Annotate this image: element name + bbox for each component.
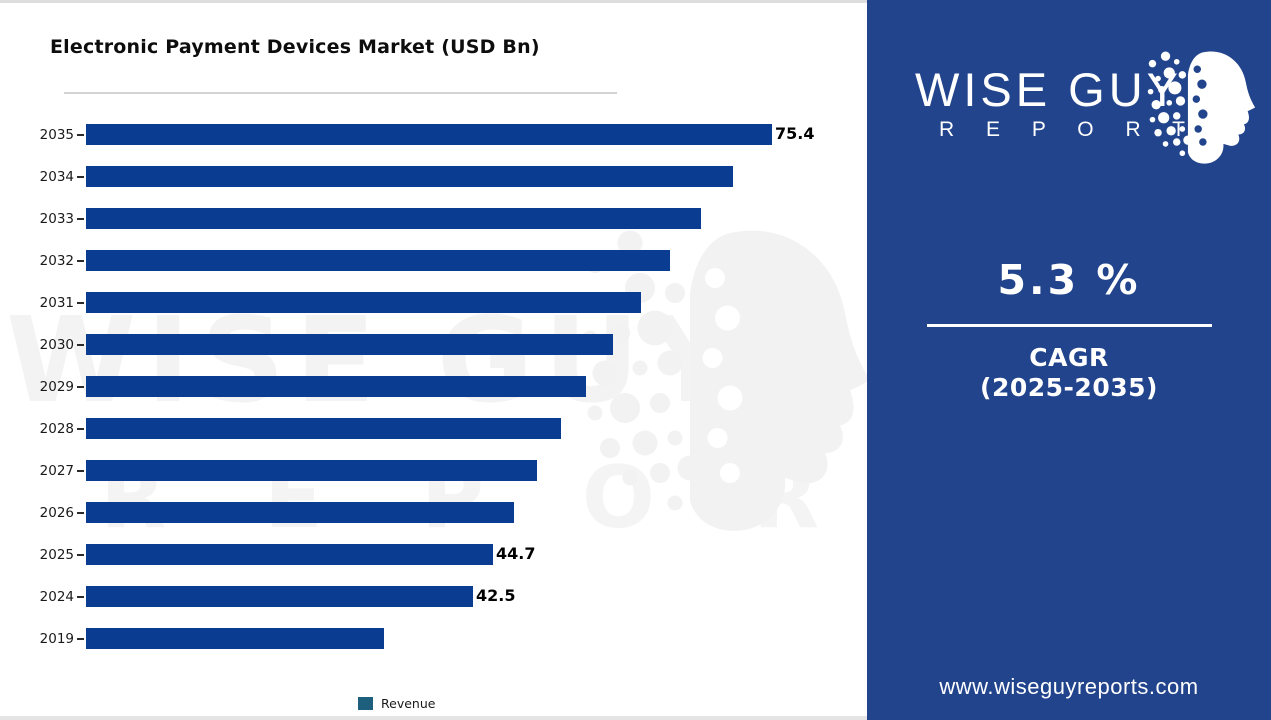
brand-panel: WISE GUY R E P O R T S 5.3 % CAGR ( <box>867 0 1271 720</box>
bar-row-2026: 2026 <box>0 502 867 523</box>
year-axis-label: 2024 <box>39 589 74 605</box>
cagr-value: 5.3 % <box>997 256 1141 304</box>
axis-tick <box>77 302 84 304</box>
year-axis-label: 2028 <box>39 421 74 437</box>
axis-tick <box>77 176 84 178</box>
bar-row-2033: 2033 <box>0 208 867 229</box>
year-axis-label: 2029 <box>39 379 74 395</box>
bar-row-2030: 2030 <box>0 334 867 355</box>
revenue-bar <box>86 166 733 187</box>
axis-tick <box>77 344 84 346</box>
revenue-bar <box>86 292 641 313</box>
year-axis-label: 2035 <box>39 127 74 143</box>
bar-value-label: 42.5 <box>476 586 516 605</box>
axis-tick <box>77 554 84 556</box>
axis-tick <box>77 260 84 262</box>
bar-row-2025: 2025 44.7 <box>0 544 867 565</box>
bar-value-label: 44.7 <box>496 544 536 563</box>
logo-head-profile-icon <box>1147 51 1256 164</box>
legend-label-revenue: Revenue <box>381 696 436 711</box>
year-axis-label: 2033 <box>39 211 74 227</box>
revenue-bar <box>86 418 561 439</box>
title-divider <box>64 92 617 94</box>
revenue-bar <box>86 334 613 355</box>
revenue-bar <box>86 124 772 145</box>
logo-wordmark-line1: WISE GUY <box>915 63 1183 116</box>
revenue-bar <box>86 544 493 565</box>
revenue-bar <box>86 586 473 607</box>
bar-value-label: 75.4 <box>775 124 815 143</box>
year-axis-label: 2030 <box>39 337 74 353</box>
wise-guy-reports-logo: WISE GUY R E P O R T S <box>867 40 1271 175</box>
axis-tick <box>77 218 84 220</box>
year-axis-label: 2034 <box>39 169 74 185</box>
cagr-block: 5.3 % CAGR (2025-2035) <box>867 256 1271 403</box>
bar-row-2034: 2034 <box>0 166 867 187</box>
year-axis-label: 2019 <box>39 631 74 647</box>
bar-row-2024: 2024 42.5 <box>0 586 867 607</box>
legend-swatch-revenue <box>358 697 373 710</box>
chart-panel: WISE GUY R E P O R T S Electronic Paymen… <box>0 0 867 720</box>
axis-tick <box>77 428 84 430</box>
revenue-bar <box>86 208 701 229</box>
chart-legend: Revenue <box>358 696 435 711</box>
bar-row-2019: 2019 <box>0 628 867 649</box>
year-axis-label: 2031 <box>39 295 74 311</box>
year-axis-label: 2032 <box>39 253 74 269</box>
revenue-bar <box>86 250 670 271</box>
year-axis-label: 2025 <box>39 547 74 563</box>
bar-row-2029: 2029 <box>0 376 867 397</box>
axis-tick <box>77 470 84 472</box>
axis-tick <box>77 134 84 136</box>
year-axis-label: 2026 <box>39 505 74 521</box>
year-axis-label: 2027 <box>39 463 74 479</box>
website-link[interactable]: www.wiseguyreports.com <box>939 674 1199 699</box>
revenue-bar <box>86 460 537 481</box>
bar-row-2031: 2031 <box>0 292 867 313</box>
cagr-label-line2: (2025-2035) <box>980 373 1158 402</box>
bar-row-2027: 2027 <box>0 460 867 481</box>
axis-tick <box>77 638 84 640</box>
revenue-bar <box>86 502 514 523</box>
cagr-divider <box>926 324 1212 327</box>
cagr-label-line1: CAGR <box>1029 343 1109 372</box>
axis-tick <box>77 386 84 388</box>
axis-tick <box>77 596 84 598</box>
bar-row-2028: 2028 <box>0 418 867 439</box>
revenue-bar <box>86 628 384 649</box>
bar-row-2032: 2032 <box>0 250 867 271</box>
bar-row-2035: 2035 75.4 <box>0 124 867 145</box>
revenue-bar <box>86 376 586 397</box>
chart-title: Electronic Payment Devices Market (USD B… <box>50 36 540 58</box>
axis-tick <box>77 512 84 514</box>
bar-plot: 2035 75.4 2034 2033 2032 2031 2030 2029 2028 2027… <box>0 3 867 716</box>
